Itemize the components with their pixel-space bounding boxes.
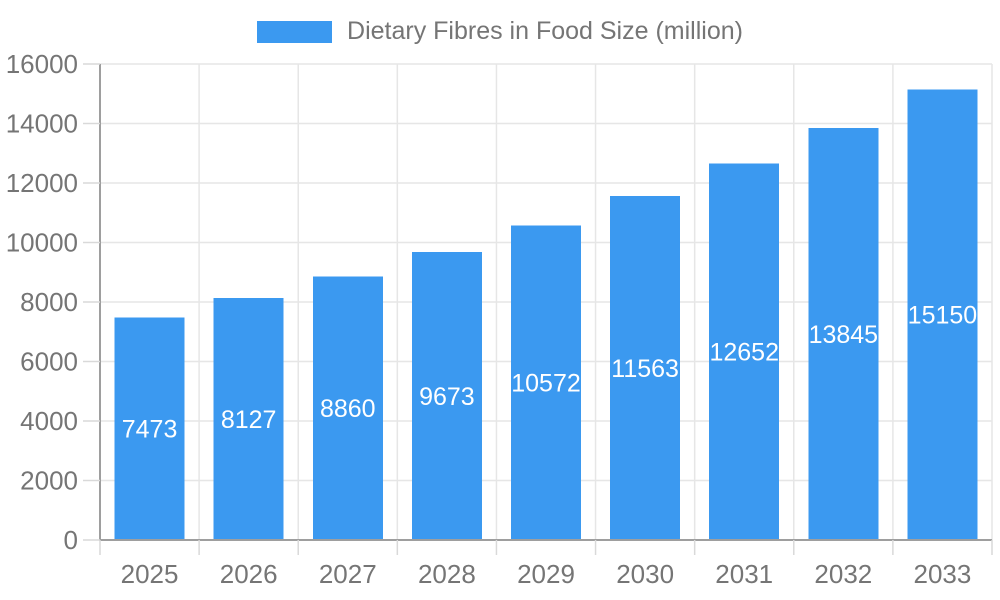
bar-2025 bbox=[114, 317, 185, 540]
bar-2032 bbox=[808, 128, 879, 540]
y-axis-tick-label: 2000 bbox=[20, 466, 78, 496]
x-axis-tick-label: 2030 bbox=[616, 559, 674, 589]
bar-value-label: 8127 bbox=[221, 406, 277, 434]
bar-2031 bbox=[709, 163, 780, 540]
x-axis-tick-label: 2029 bbox=[517, 559, 575, 589]
y-axis-tick-label: 8000 bbox=[20, 287, 78, 317]
x-axis-tick-label: 2026 bbox=[220, 559, 278, 589]
bar-value-label: 9673 bbox=[419, 383, 475, 411]
x-axis-tick-label: 2031 bbox=[715, 559, 773, 589]
y-axis-tick-label: 14000 bbox=[6, 109, 78, 139]
bar-value-label: 13845 bbox=[809, 321, 879, 349]
bar-2026 bbox=[213, 298, 284, 540]
bar-value-label: 12652 bbox=[709, 339, 779, 367]
y-axis-tick-label: 16000 bbox=[6, 49, 78, 79]
y-axis-tick-label: 10000 bbox=[6, 228, 78, 258]
bar-2027 bbox=[312, 276, 383, 540]
x-axis-tick-label: 2033 bbox=[914, 559, 972, 589]
y-axis-tick-label: 12000 bbox=[6, 168, 78, 198]
y-axis-tick-label: 0 bbox=[64, 525, 78, 555]
x-axis-tick-label: 2028 bbox=[418, 559, 476, 589]
bar-value-label: 7473 bbox=[122, 416, 178, 444]
bar-value-label: 11563 bbox=[611, 355, 679, 383]
y-axis-tick-label: 6000 bbox=[20, 347, 78, 377]
bar-value-label: 10572 bbox=[511, 369, 581, 397]
x-axis-tick-label: 2025 bbox=[121, 559, 179, 589]
y-axis-tick-label: 4000 bbox=[20, 406, 78, 436]
bar-2033 bbox=[907, 89, 978, 540]
bar-2028 bbox=[411, 252, 482, 540]
x-axis-tick-label: 2032 bbox=[814, 559, 872, 589]
bar-2029 bbox=[511, 225, 581, 540]
x-axis-tick-label: 2027 bbox=[319, 559, 377, 589]
bar-2030 bbox=[610, 196, 681, 541]
bar-value-label: 8860 bbox=[320, 395, 376, 423]
bar-value-label: 15150 bbox=[908, 301, 978, 329]
